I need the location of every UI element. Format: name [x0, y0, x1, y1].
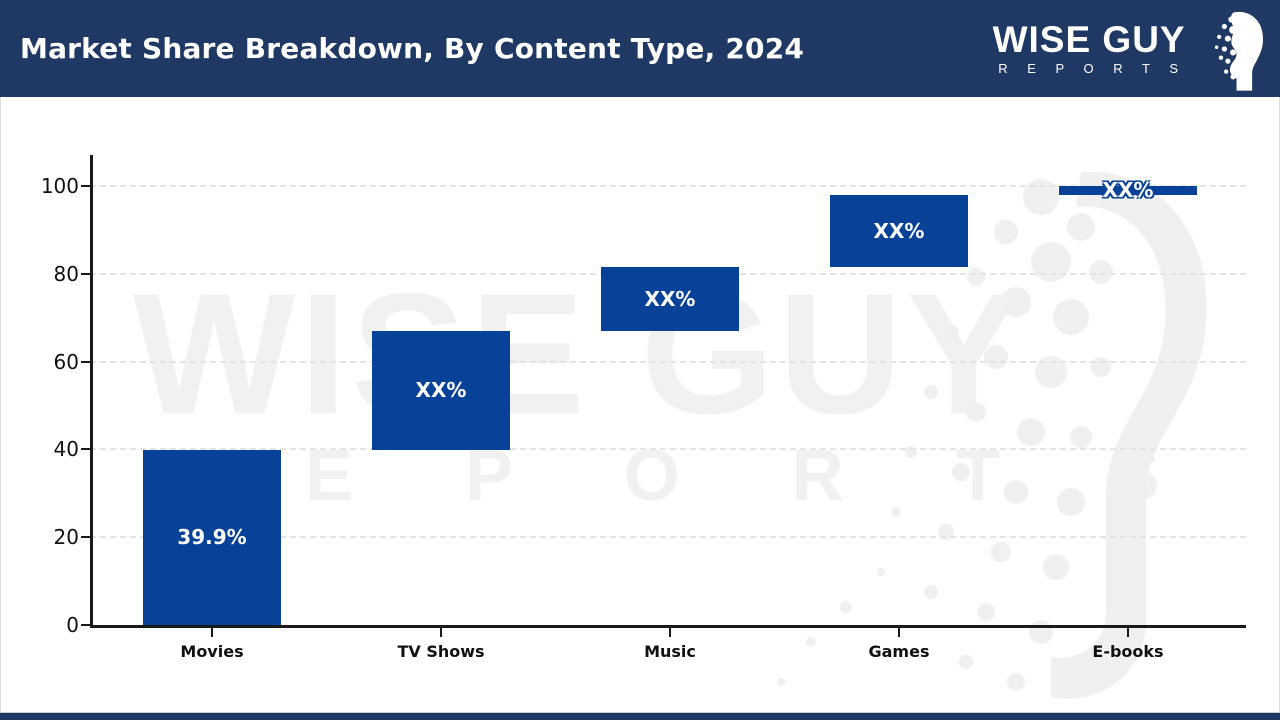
bar-value-label: XX%	[1102, 178, 1154, 203]
logo-head-icon	[1214, 11, 1263, 91]
y-tick-0	[81, 624, 90, 626]
bar-games	[830, 194, 968, 268]
y-tick-60	[81, 360, 90, 363]
watermark-text-1: WISE GUY	[133, 258, 1026, 450]
chart-area: WISE GUY R E P O R T S	[0, 97, 1280, 712]
bar-value-label: 39.9%	[177, 525, 247, 550]
wise-guy-logo: WISE GUY R E P O R T S	[992, 7, 1266, 91]
x-axis-line	[90, 625, 1246, 628]
y-tick-80	[81, 272, 90, 275]
page-title: Market Share Breakdown, By Content Type,…	[20, 32, 805, 65]
bar-value-label: XX%	[644, 287, 696, 312]
y-tick-20	[81, 536, 90, 539]
y-tick-label-100: 100	[40, 174, 79, 198]
y-tick-label-20: 20	[53, 525, 79, 550]
gridline-40	[90, 448, 1246, 451]
logo-text: WISE GUY R E P O R T S	[992, 21, 1186, 76]
x-tick-label-4: E-books	[1092, 642, 1164, 661]
logo-wordmark: WISE GUY	[992, 19, 1186, 60]
y-tick-100	[81, 185, 90, 187]
footer-bar	[0, 712, 1280, 720]
gridline-100	[90, 185, 1246, 187]
y-tick-label-0: 0	[66, 613, 79, 637]
x-tick-label-2: Music	[644, 642, 696, 661]
x-tick-4	[1127, 628, 1129, 637]
bar-music	[601, 267, 739, 331]
bar-tv-shows	[372, 330, 510, 450]
logo-subtext: R E P O R T S	[998, 61, 1186, 76]
gridline-20	[90, 536, 1246, 539]
bar-movies	[143, 449, 281, 625]
x-tick-label-1: TV Shows	[397, 642, 485, 661]
x-tick-1	[440, 628, 442, 637]
bar-value-label: XX%	[873, 218, 925, 243]
bar-e-books	[1059, 186, 1197, 195]
gridline-60	[90, 360, 1246, 363]
y-tick-label-80: 80	[53, 261, 79, 286]
y-tick-label-40: 40	[53, 437, 79, 462]
y-tick-label-60: 60	[53, 349, 79, 374]
header-bar: Market Share Breakdown, By Content Type,…	[0, 0, 1280, 97]
x-tick-label-3: Games	[868, 642, 930, 661]
x-tick-label-0: Movies	[180, 642, 244, 661]
x-tick-0	[211, 628, 213, 637]
bar-value-label: XX%	[415, 378, 467, 403]
y-axis-line	[90, 155, 93, 628]
x-tick-2	[669, 628, 671, 637]
watermark-head-icon	[777, 171, 1207, 699]
x-tick-3	[898, 628, 900, 637]
y-tick-40	[81, 448, 90, 451]
